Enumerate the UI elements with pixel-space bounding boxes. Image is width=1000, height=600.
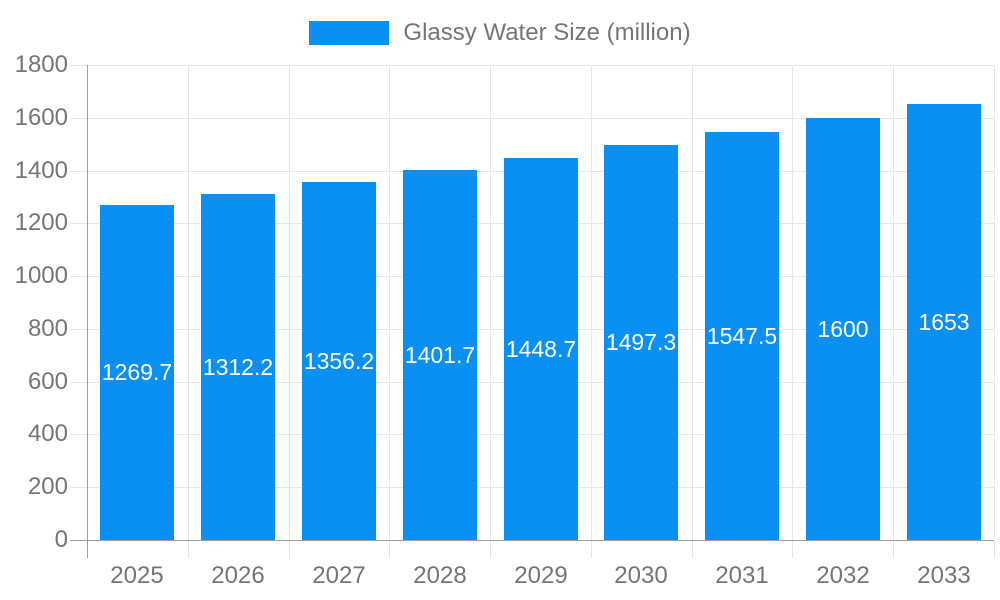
legend-label: Glassy Water Size (million) xyxy=(403,19,691,46)
bar[interactable] xyxy=(201,194,275,540)
gridline-v xyxy=(994,65,995,558)
y-axis-tick-label: 1400 xyxy=(14,157,68,184)
gridline-h xyxy=(70,65,994,66)
bar[interactable] xyxy=(907,104,981,540)
x-axis-label: 2031 xyxy=(715,562,769,589)
gridline-v xyxy=(591,65,592,558)
x-axis-line xyxy=(70,540,994,541)
x-axis-label: 2033 xyxy=(917,562,971,589)
y-axis-tick-label: 0 xyxy=(54,526,68,553)
bar[interactable] xyxy=(705,132,779,540)
x-axis-label: 2025 xyxy=(110,562,164,589)
y-axis-line xyxy=(87,65,88,558)
gridline-v xyxy=(188,65,189,558)
bar[interactable] xyxy=(504,158,578,540)
bar[interactable] xyxy=(604,145,678,540)
gridline-h xyxy=(70,118,994,119)
y-axis-tick-label: 1800 xyxy=(14,51,68,78)
x-axis-label: 2032 xyxy=(816,562,870,589)
bar[interactable] xyxy=(302,182,376,540)
y-axis-tick-label: 1000 xyxy=(14,262,68,289)
y-axis-tick-label: 600 xyxy=(27,368,68,395)
legend-swatch xyxy=(309,21,390,45)
gridline-v xyxy=(490,65,491,558)
y-axis-tick-label: 200 xyxy=(27,473,68,500)
x-axis-label: 2029 xyxy=(514,562,568,589)
y-axis-tick-label: 1600 xyxy=(14,104,68,131)
bar[interactable] xyxy=(806,118,880,540)
x-axis-label: 2027 xyxy=(312,562,366,589)
x-axis-label: 2026 xyxy=(211,562,265,589)
gridline-v xyxy=(389,65,390,558)
y-axis-tick-label: 800 xyxy=(27,315,68,342)
gridline-v xyxy=(692,65,693,558)
y-axis-tick-label: 1200 xyxy=(14,209,68,236)
gridline-v xyxy=(792,65,793,558)
y-axis-tick-label: 400 xyxy=(27,420,68,447)
gridline-v xyxy=(893,65,894,558)
legend[interactable]: Glassy Water Size (million) xyxy=(0,18,1000,48)
bar[interactable] xyxy=(100,205,174,540)
x-axis-label: 2028 xyxy=(413,562,467,589)
bar[interactable] xyxy=(403,170,477,540)
gridline-v xyxy=(289,65,290,558)
x-axis-label: 2030 xyxy=(614,562,668,589)
